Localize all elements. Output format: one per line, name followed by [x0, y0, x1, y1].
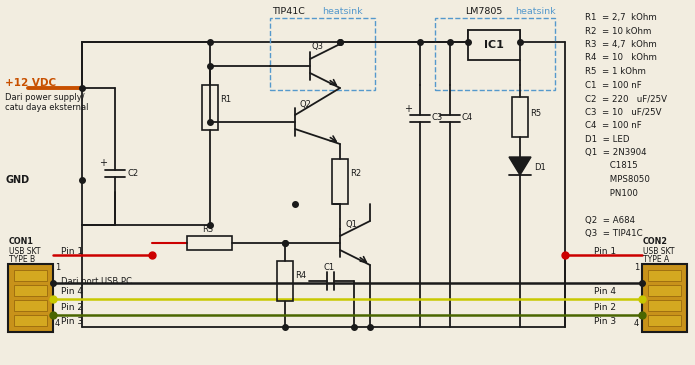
Text: Pin 3: Pin 3 [594, 318, 616, 327]
Text: IC1: IC1 [484, 40, 504, 50]
Text: Q1: Q1 [345, 220, 357, 230]
Text: R3  = 4,7  kOhm: R3 = 4,7 kOhm [585, 40, 657, 49]
Text: C3: C3 [432, 114, 443, 123]
Text: TIP41C: TIP41C [272, 7, 305, 15]
Bar [14, 315, 47, 326]
Text: TYPE B: TYPE B [9, 254, 35, 264]
Text: Dari port USB PC: Dari port USB PC [61, 277, 132, 285]
Bar [270, 18, 375, 90]
Text: D1  = LED: D1 = LED [585, 134, 630, 143]
Text: R5: R5 [530, 108, 541, 118]
Text: heatsink: heatsink [322, 7, 363, 15]
Bar [14, 300, 47, 311]
Text: MPS8050: MPS8050 [585, 175, 650, 184]
Text: USB SKT: USB SKT [9, 246, 40, 256]
Text: CON2: CON2 [643, 238, 668, 246]
Text: C1815: C1815 [585, 161, 638, 170]
Bar [277, 261, 293, 301]
Text: CON1: CON1 [9, 238, 34, 246]
Text: 4: 4 [634, 319, 639, 328]
Text: +: + [99, 158, 107, 168]
Text: Dari power supply/: Dari power supply/ [5, 92, 85, 101]
Text: Pin 2: Pin 2 [594, 303, 616, 311]
Text: Pin 1: Pin 1 [594, 247, 616, 257]
Text: C4: C4 [462, 114, 473, 123]
Text: R1  = 2,7  kOhm: R1 = 2,7 kOhm [585, 13, 657, 22]
Bar [332, 159, 348, 204]
Text: Q1  = 2N3904: Q1 = 2N3904 [585, 148, 646, 157]
Text: GND: GND [5, 175, 29, 185]
Bar [468, 30, 520, 60]
Text: catu daya eksternal: catu daya eksternal [5, 104, 88, 112]
Bar [648, 300, 681, 311]
Bar [187, 236, 232, 250]
Text: R4  = 10   kOhm: R4 = 10 kOhm [585, 54, 657, 62]
Text: Pin 4: Pin 4 [594, 287, 616, 296]
Text: 1: 1 [55, 262, 60, 272]
Text: Pin 4: Pin 4 [61, 287, 83, 296]
Text: C3  = 10   uF/25V: C3 = 10 uF/25V [585, 108, 662, 116]
Text: +12 VDC: +12 VDC [5, 78, 56, 88]
Text: heatsink: heatsink [515, 7, 555, 15]
Text: C1: C1 [324, 262, 335, 272]
Bar [648, 270, 681, 281]
Text: LM7805: LM7805 [465, 7, 502, 15]
Text: R2  = 10 kOhm: R2 = 10 kOhm [585, 27, 651, 35]
Text: Q2: Q2 [300, 100, 312, 108]
Bar [642, 264, 687, 332]
Text: R1: R1 [220, 96, 231, 104]
Text: C2  = 220   uF/25V: C2 = 220 uF/25V [585, 94, 667, 103]
Bar [435, 18, 555, 90]
Text: C2: C2 [127, 169, 138, 177]
Text: R4: R4 [295, 270, 306, 280]
Bar [648, 285, 681, 296]
Text: PN100: PN100 [585, 188, 638, 197]
Text: R2: R2 [350, 169, 361, 178]
Bar [512, 97, 528, 137]
Text: +: + [404, 104, 412, 114]
Text: USB SKT: USB SKT [643, 246, 675, 256]
Bar [8, 264, 53, 332]
Bar [648, 315, 681, 326]
Text: D1: D1 [534, 162, 546, 172]
Bar [14, 285, 47, 296]
Text: R3: R3 [202, 224, 213, 234]
Text: Pin 3: Pin 3 [61, 318, 83, 327]
Text: C4  = 100 nF: C4 = 100 nF [585, 121, 641, 130]
Text: TYPE A: TYPE A [643, 254, 669, 264]
Polygon shape [509, 157, 531, 175]
Text: 4: 4 [55, 319, 60, 328]
Text: Pin 2: Pin 2 [61, 303, 83, 311]
Text: Q2  = A684: Q2 = A684 [585, 215, 635, 224]
Text: R5  = 1 kOhm: R5 = 1 kOhm [585, 67, 646, 76]
Text: Q3: Q3 [312, 42, 324, 51]
Text: C1  = 100 nF: C1 = 100 nF [585, 81, 641, 89]
Text: Pin 1: Pin 1 [61, 247, 83, 257]
Bar [202, 85, 218, 130]
Bar [14, 270, 47, 281]
Text: Q3  = TIP41C: Q3 = TIP41C [585, 229, 643, 238]
Text: 1: 1 [634, 262, 639, 272]
